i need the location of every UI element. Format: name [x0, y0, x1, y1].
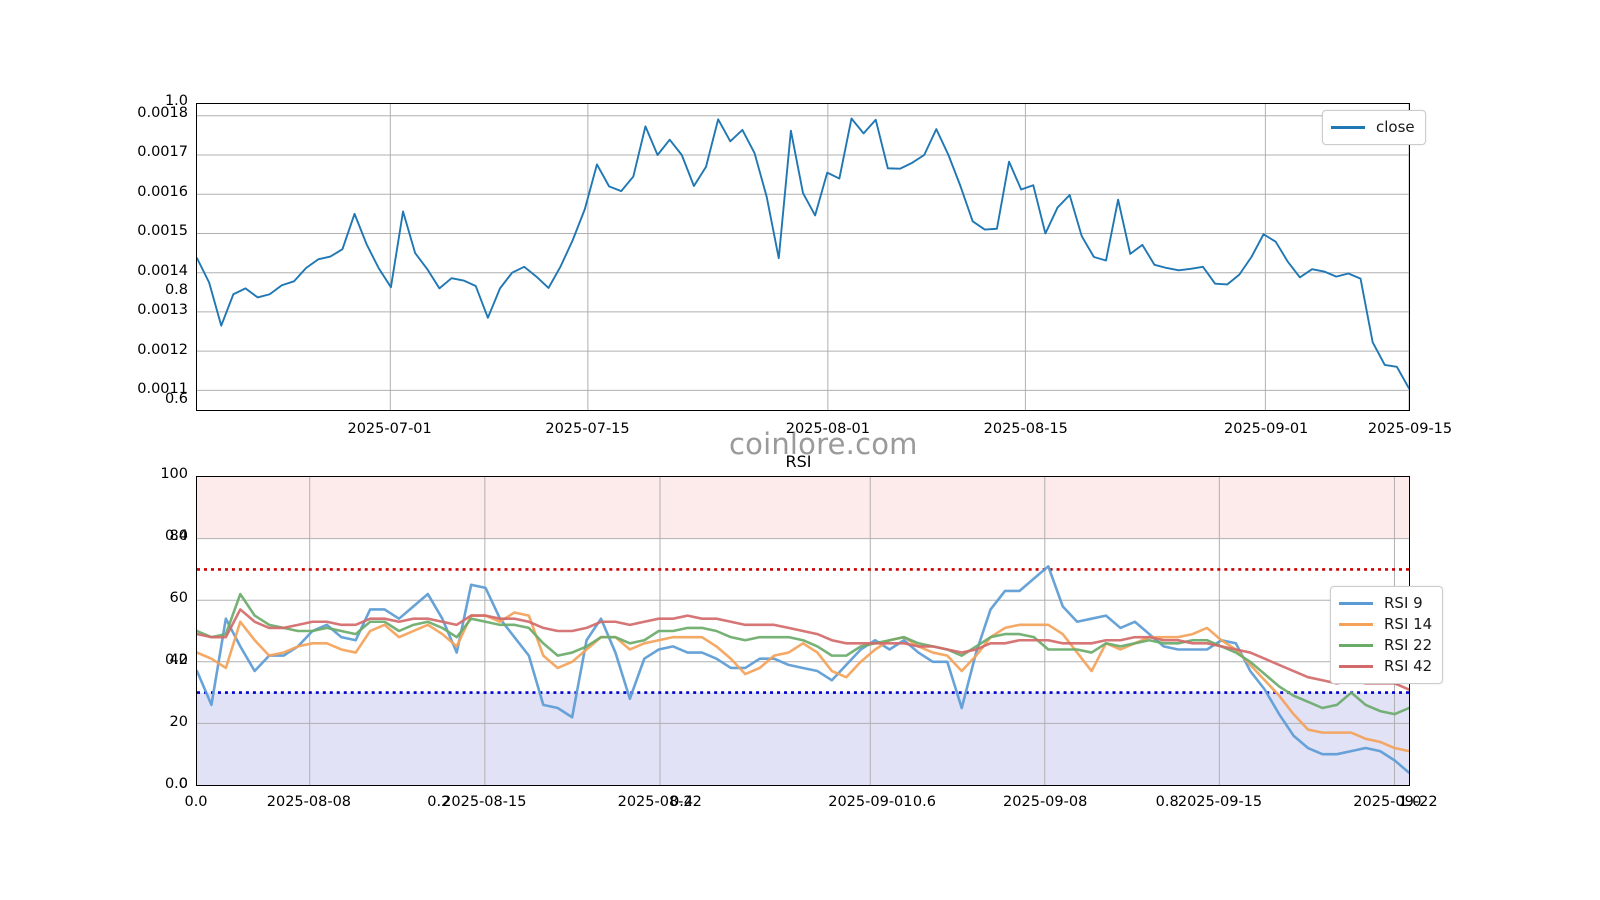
axis-tick-label: 0.0015	[137, 223, 188, 240]
price-chart-panel	[196, 103, 1410, 411]
axis-tick-label: 2025-07-01	[347, 421, 432, 437]
axis-tick-label: 0	[178, 776, 188, 792]
price-legend: close	[1322, 110, 1426, 145]
axis-tick-label: 0.0	[184, 794, 208, 810]
axis-tick-label: 0.2	[427, 794, 451, 810]
axis-tick-label: 1.0	[164, 93, 188, 109]
rsi-chart-panel	[196, 476, 1410, 786]
rsi-panel-title: RSI	[0, 452, 1600, 471]
axis-tick-label: 0.0013	[137, 302, 188, 319]
axis-tick-label: 0.0	[164, 776, 188, 792]
axis-tick-label: 2025-09-15	[1367, 421, 1453, 437]
axis-tick-label: 2025-09-22	[1353, 794, 1438, 810]
axis-tick-label: 0.0018	[137, 104, 188, 121]
axis-tick-label: 20	[169, 714, 188, 730]
coinlore-watermark: coinlore.com	[729, 427, 918, 461]
axis-tick-label: 0.0014	[137, 262, 188, 279]
legend-item-rsi42: RSI 42	[1339, 656, 1432, 677]
axis-tick-label: 0.8	[1155, 794, 1179, 810]
axis-tick-label: 0.8	[164, 282, 188, 298]
axis-tick-label: 1.0	[1398, 794, 1422, 810]
line-swatch-icon	[1331, 126, 1365, 129]
rsi-legend: RSI 9 RSI 14 RSI 22 RSI 42	[1330, 586, 1444, 684]
axis-tick-label: 0.0011	[137, 381, 188, 398]
axis-tick-label: 2025-08-15	[983, 421, 1068, 437]
legend-label-rsi9: RSI 9	[1384, 594, 1423, 612]
axis-tick-label: 2025-09-01	[1224, 421, 1309, 437]
rsi-chart-canvas	[197, 477, 1409, 785]
legend-item-rsi22: RSI 22	[1339, 635, 1432, 656]
axis-tick-label: 40	[169, 652, 188, 668]
axis-tick-label: 2025-09-01	[828, 794, 913, 810]
axis-tick-label: 0.0017	[137, 144, 188, 161]
axis-tick-label: 2025-07-15	[545, 421, 630, 437]
legend-label-rsi42: RSI 42	[1384, 657, 1433, 675]
line-swatch-icon	[1339, 644, 1373, 647]
legend-item-close: close	[1331, 117, 1415, 138]
axis-tick-label: 2025-09-08	[1003, 794, 1088, 810]
axis-tick-label: 80	[169, 528, 188, 544]
legend-label-close: close	[1376, 118, 1415, 136]
line-swatch-icon	[1339, 623, 1373, 626]
axis-tick-label: 2025-09-15	[1177, 794, 1263, 810]
line-swatch-icon	[1339, 602, 1373, 605]
axis-tick-label: 0.6	[912, 794, 936, 810]
rsi-panel-title-text: RSI	[785, 452, 812, 471]
axis-tick-label: 0.6	[164, 391, 188, 407]
legend-label-rsi22: RSI 22	[1384, 636, 1433, 654]
axis-tick-label: 0.2	[164, 652, 188, 668]
axis-tick-label: 0.4	[164, 528, 188, 544]
axis-tick-label: 100	[160, 466, 188, 482]
axis-tick-label: 60	[169, 590, 188, 606]
axis-tick-label: 0.0012	[137, 341, 188, 358]
axis-tick-label: 0.4	[670, 794, 694, 810]
legend-label-rsi14: RSI 14	[1384, 615, 1433, 633]
axis-tick-label: 2025-08-08	[266, 794, 352, 810]
price-chart-canvas	[197, 104, 1409, 410]
axis-tick-label: 2025-08-22	[617, 794, 702, 810]
axis-tick-label: 2025-08-15	[442, 794, 527, 810]
legend-item-rsi9: RSI 9	[1339, 593, 1432, 614]
axis-tick-label: 2025-08-01	[785, 421, 871, 437]
axis-tick-label: 0.0016	[137, 183, 188, 200]
legend-item-rsi14: RSI 14	[1339, 614, 1432, 635]
line-swatch-icon	[1339, 665, 1373, 668]
